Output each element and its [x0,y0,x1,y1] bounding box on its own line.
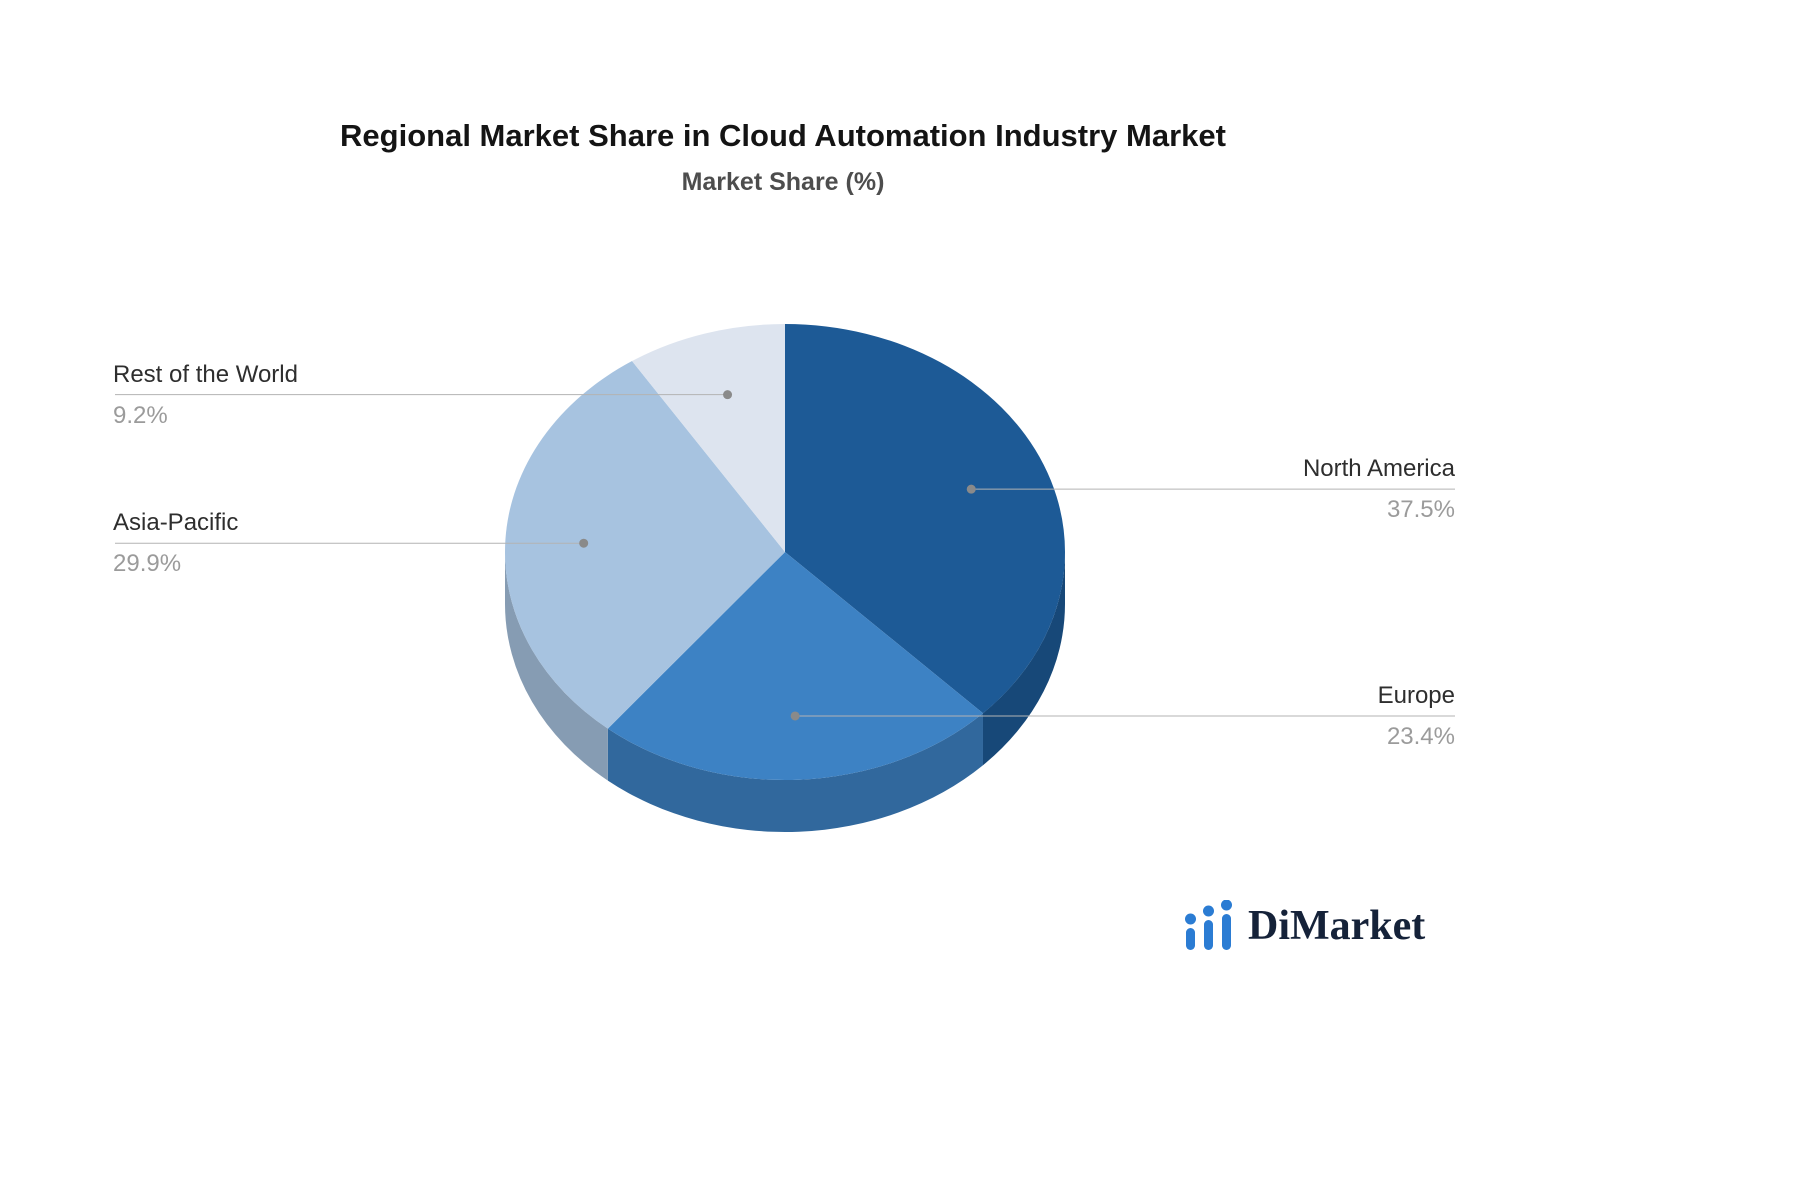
pie-slice-side [607,713,983,832]
callout-dot [723,390,733,400]
pie-slice-asia-pacific[interactable] [505,361,785,729]
callout-dot [966,484,976,494]
brand-logo: DiMarket [1183,900,1425,952]
chart-title: Regional Market Share in Cloud Automatio… [340,118,1226,153]
callout-rest-of-the-world: Rest of the World 9.2% [113,361,298,430]
bar-chart-logo-icon [1185,900,1232,950]
callout-label: Asia-Pacific [113,509,239,537]
pie-slice-europe[interactable] [607,552,983,780]
pie-slice-side [505,552,608,781]
callout-label: Europe [1377,681,1455,709]
callout-label: Rest of the World [113,360,298,388]
callout-dot [790,711,800,721]
callout-value: 29.9% [113,550,182,578]
callout-label: North America [1302,455,1455,483]
callout-value: 9.2% [113,401,168,429]
pie-slice-north-america[interactable] [785,324,1065,714]
callout-value: 23.4% [1386,722,1455,750]
chart-subtitle: Market Share (%) [681,168,885,196]
callout-asia-pacific: Asia-Pacific 29.9% [113,509,238,578]
callout-europe: Europe 23.4% [1378,682,1455,751]
callout-north-america: North America 37.5% [1303,455,1455,524]
pie-slice-rest-of-the-world[interactable] [632,324,785,552]
brand-name: DiMarket [1248,903,1426,949]
callout-dot [579,538,589,548]
callout-value: 37.5% [1386,496,1455,524]
pie-slice-side [982,552,1065,766]
